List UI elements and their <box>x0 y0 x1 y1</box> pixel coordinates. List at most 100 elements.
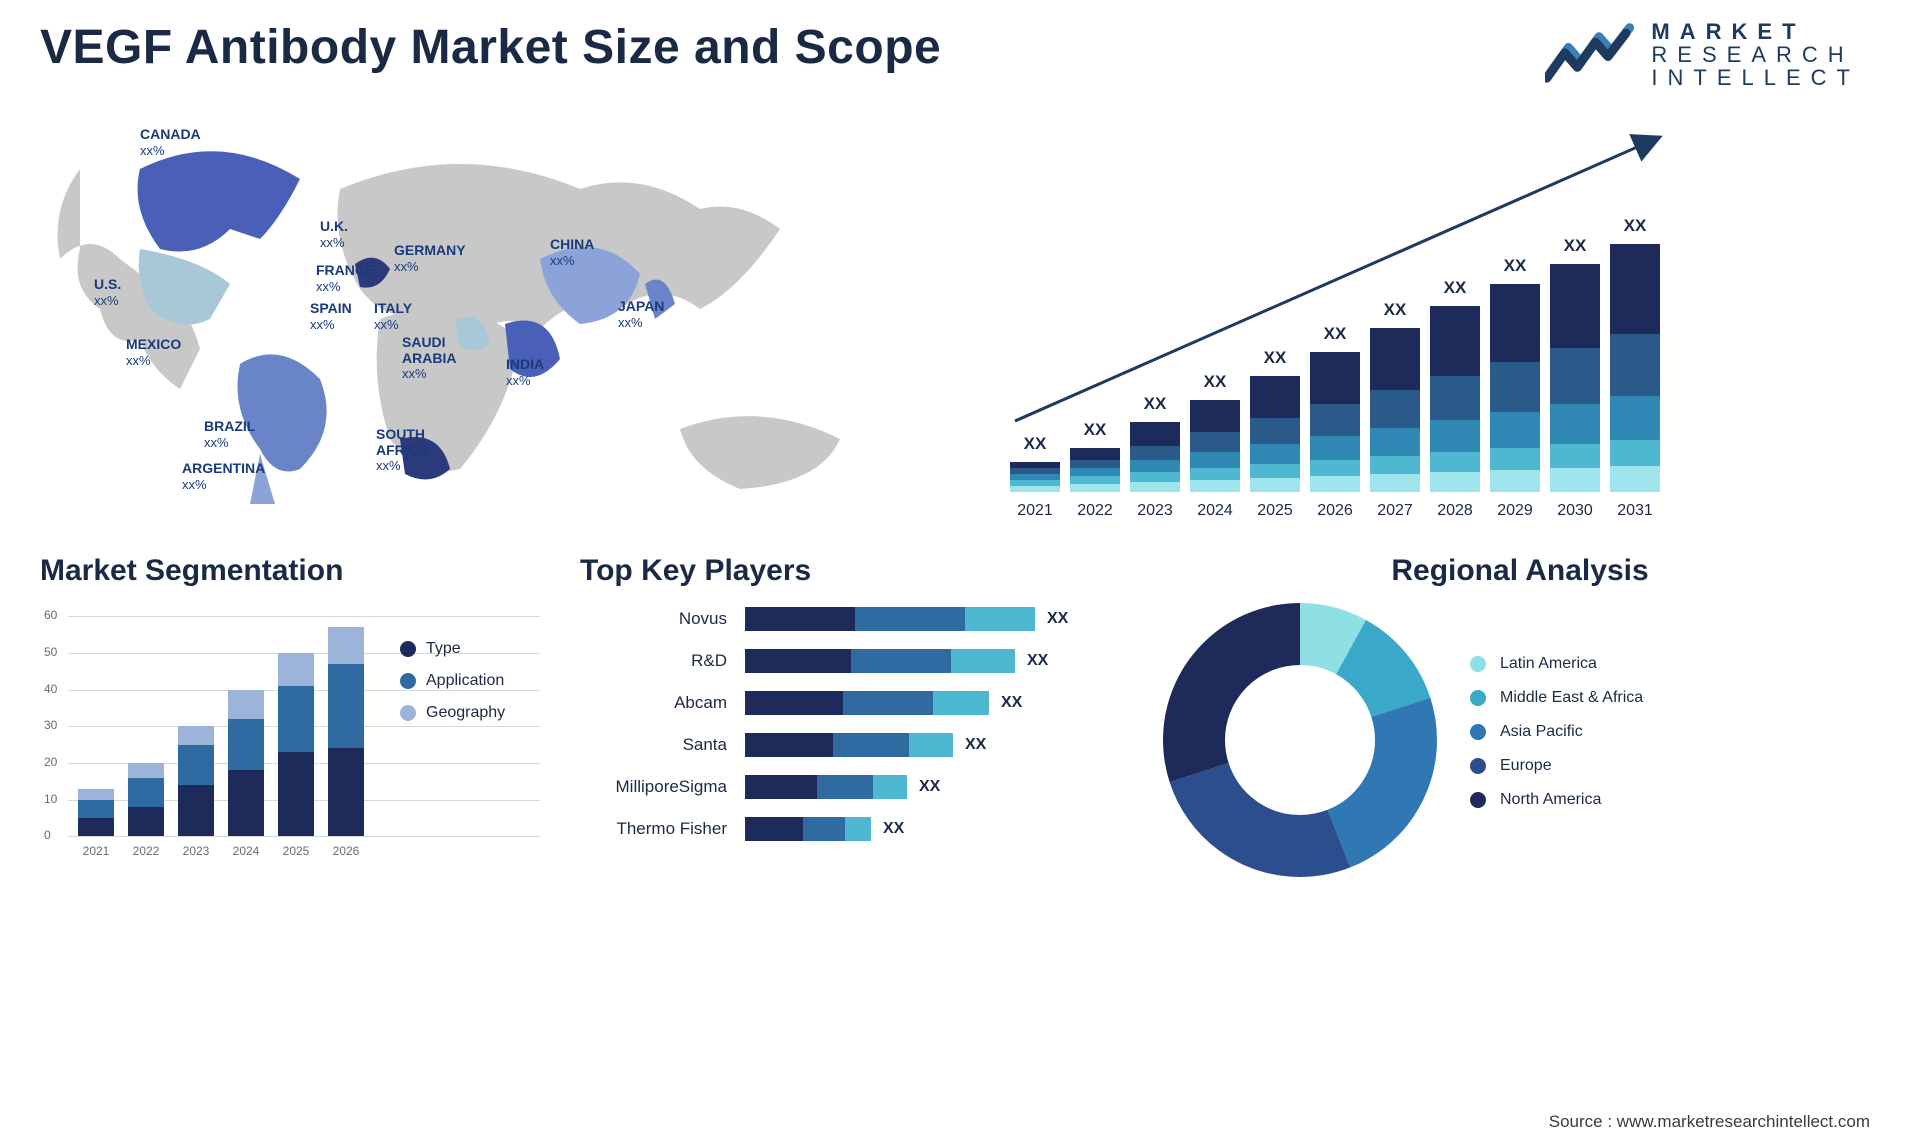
key-player-row: SantaXX <box>580 726 1140 764</box>
regional-legend-item: Latin America <box>1470 655 1643 673</box>
segmentation-legend: Type Application Geography <box>400 640 505 736</box>
growth-year-label: 2025 <box>1247 502 1303 520</box>
key-player-bar <box>745 733 953 757</box>
map-label: SOUTHAFRICAxx% <box>376 427 429 473</box>
key-player-bar <box>745 649 1015 673</box>
key-player-name: Novus <box>580 609 745 629</box>
growth-year-label: 2026 <box>1307 502 1363 520</box>
logo-text: MARKET RESEARCH INTELLECT <box>1651 20 1860 89</box>
growth-year-label: 2028 <box>1427 502 1483 520</box>
seg-y-tick: 10 <box>44 792 57 806</box>
growth-bar <box>1190 400 1240 492</box>
brand-logo: MARKET RESEARCH INTELLECT <box>1545 20 1860 89</box>
regional-legend-item: Europe <box>1470 757 1643 775</box>
map-label: U.K.xx% <box>320 219 348 250</box>
growth-bar <box>1130 422 1180 492</box>
growth-bar-label: XX <box>1010 434 1060 454</box>
map-label: U.S.xx% <box>94 277 121 308</box>
source-attribution: Source : www.marketresearchintellect.com <box>1549 1112 1870 1132</box>
key-player-bar <box>745 691 989 715</box>
seg-year-label: 2025 <box>278 844 314 858</box>
key-player-row: Abcam XX <box>580 684 1140 722</box>
key-player-value: XX <box>965 736 986 754</box>
growth-year-label: 2027 <box>1367 502 1423 520</box>
segmentation-bar <box>228 690 264 837</box>
regional-legend-item: North America <box>1470 791 1643 809</box>
map-label: SPAINxx% <box>310 301 352 332</box>
seg-year-label: 2026 <box>328 844 364 858</box>
key-player-bar <box>745 607 1035 631</box>
growth-year-label: 2023 <box>1127 502 1183 520</box>
map-label: MEXICOxx% <box>126 337 181 368</box>
seg-year-label: 2023 <box>178 844 214 858</box>
seg-legend-item: Geography <box>400 704 505 722</box>
key-player-bar <box>745 775 907 799</box>
segmentation-bar <box>128 763 164 836</box>
logo-line-3: INTELLECT <box>1651 66 1860 89</box>
key-player-bar <box>745 817 871 841</box>
map-label: JAPANxx% <box>618 299 664 330</box>
key-player-row: R&DXX <box>580 642 1140 680</box>
header: VEGF Antibody Market Size and Scope MARK… <box>40 20 1880 89</box>
key-players-panel: Top Key Players NovusXXR&DXXAbcamXXSanta… <box>580 554 1140 880</box>
seg-y-tick: 60 <box>44 608 57 622</box>
regional-donut-chart <box>1160 600 1440 880</box>
segmentation-title: Market Segmentation <box>40 554 560 588</box>
growth-year-label: 2022 <box>1067 502 1123 520</box>
growth-bar <box>1010 462 1060 492</box>
regional-legend-item: Middle East & Africa <box>1470 689 1643 707</box>
growth-bar <box>1610 244 1660 492</box>
growth-year-label: 2024 <box>1187 502 1243 520</box>
key-player-name: Abcam <box>580 693 745 713</box>
key-players-title: Top Key Players <box>580 554 1140 588</box>
growth-bar <box>1070 448 1120 492</box>
segmentation-bar <box>328 627 364 836</box>
regional-title: Regional Analysis <box>1160 554 1880 588</box>
map-label: FRANCExx% <box>316 263 374 294</box>
regional-legend: Latin America Middle East & Africa Asia Pa… <box>1470 655 1643 825</box>
seg-y-tick: 0 <box>44 828 51 842</box>
regional-panel: Regional Analysis Latin America Middle Ea… <box>1160 554 1880 880</box>
segmentation-panel: Market Segmentation 0 10 20 30 40 50 60 2021 20… <box>40 554 560 880</box>
growth-bar <box>1370 328 1420 492</box>
key-player-value: XX <box>1027 652 1048 670</box>
page-title: VEGF Antibody Market Size and Scope <box>40 20 941 75</box>
seg-y-tick: 40 <box>44 682 57 696</box>
growth-bar <box>1550 264 1600 492</box>
logo-line-2: RESEARCH <box>1651 43 1860 66</box>
key-players-chart: NovusXXR&DXXAbcamXXSantaXXMilliporeSigma… <box>580 600 1140 860</box>
growth-bar-label: XX <box>1190 372 1240 392</box>
growth-year-label: 2021 <box>1007 502 1063 520</box>
map-label: GERMANYxx% <box>394 243 466 274</box>
logo-mark-icon <box>1545 20 1635 89</box>
growth-chart: 2021202220232024202520262027202820292030… <box>980 109 1880 524</box>
seg-y-tick: 30 <box>44 718 57 732</box>
map-label: CANADAxx% <box>140 127 201 158</box>
segmentation-bar <box>78 789 114 837</box>
growth-bar <box>1310 352 1360 492</box>
map-label: SAUDIARABIAxx% <box>402 335 456 381</box>
key-player-row: NovusXX <box>580 600 1140 638</box>
seg-year-label: 2021 <box>78 844 114 858</box>
key-player-value: XX <box>883 820 904 838</box>
growth-year-label: 2031 <box>1607 502 1663 520</box>
map-label: ARGENTINAxx% <box>182 461 265 492</box>
seg-legend-item: Application <box>400 672 505 690</box>
growth-year-label: 2030 <box>1547 502 1603 520</box>
seg-year-label: 2024 <box>228 844 264 858</box>
growth-year-label: 2029 <box>1487 502 1543 520</box>
growth-bar-label: XX <box>1550 236 1600 256</box>
segmentation-bar <box>178 726 214 836</box>
world-map-panel: CANADAxx%U.S.xx%MEXICOxx%BRAZILxx%ARGENT… <box>40 109 980 524</box>
growth-bar <box>1490 284 1540 492</box>
key-player-value: XX <box>1001 694 1022 712</box>
regional-legend-item: Asia Pacific <box>1470 723 1643 741</box>
seg-y-tick: 50 <box>44 645 57 659</box>
seg-legend-item: Type <box>400 640 505 658</box>
growth-bar-label: XX <box>1610 216 1660 236</box>
growth-bar-label: XX <box>1130 394 1180 414</box>
map-label: CHINAxx% <box>550 237 594 268</box>
growth-bar-label: XX <box>1490 256 1540 276</box>
seg-y-tick: 20 <box>44 755 57 769</box>
segmentation-chart: 0102030405060 202120222023202420252026 T… <box>40 600 540 860</box>
